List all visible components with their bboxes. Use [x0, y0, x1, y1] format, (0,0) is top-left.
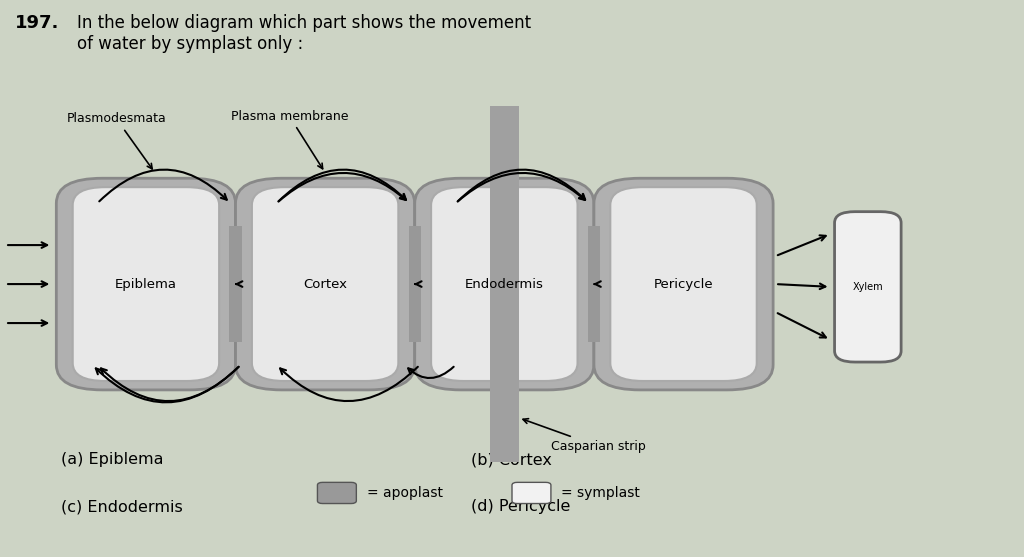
- Bar: [233, 226, 238, 342]
- FancyBboxPatch shape: [73, 187, 219, 381]
- Text: = apoplast: = apoplast: [367, 486, 442, 500]
- Bar: [592, 226, 596, 342]
- Bar: [588, 226, 592, 342]
- Text: Plasmodesmata: Plasmodesmata: [67, 113, 166, 169]
- Text: = symplast: = symplast: [561, 486, 640, 500]
- FancyBboxPatch shape: [236, 178, 415, 390]
- Bar: [490, 106, 519, 462]
- FancyBboxPatch shape: [252, 187, 398, 381]
- Text: Epiblema: Epiblema: [115, 277, 177, 291]
- Bar: [238, 226, 242, 342]
- Text: Endodermis: Endodermis: [465, 277, 544, 291]
- FancyBboxPatch shape: [56, 178, 236, 390]
- Text: (d) Pericycle: (d) Pericycle: [471, 500, 570, 514]
- FancyBboxPatch shape: [610, 187, 757, 381]
- Bar: [596, 226, 600, 342]
- FancyBboxPatch shape: [512, 482, 551, 504]
- Bar: [417, 226, 421, 342]
- Bar: [586, 226, 602, 342]
- Text: Xylem: Xylem: [853, 282, 883, 292]
- Bar: [413, 226, 417, 342]
- Text: Plasma membrane: Plasma membrane: [230, 110, 348, 169]
- FancyBboxPatch shape: [415, 178, 594, 390]
- Text: Casparian strip: Casparian strip: [523, 419, 646, 453]
- Text: Cortex: Cortex: [303, 277, 347, 291]
- Text: 197.: 197.: [15, 14, 59, 32]
- FancyBboxPatch shape: [594, 178, 773, 390]
- Bar: [409, 226, 413, 342]
- Bar: [227, 226, 244, 342]
- Text: (a) Epiblema: (a) Epiblema: [61, 452, 164, 467]
- Text: (c) Endodermis: (c) Endodermis: [61, 500, 183, 514]
- FancyBboxPatch shape: [317, 482, 356, 504]
- Bar: [229, 226, 233, 342]
- Text: Pericycle: Pericycle: [653, 277, 714, 291]
- Text: (b) Cortex: (b) Cortex: [471, 452, 552, 467]
- FancyBboxPatch shape: [431, 187, 578, 381]
- Text: In the below diagram which part shows the movement
of water by symplast only :: In the below diagram which part shows th…: [77, 14, 530, 53]
- FancyBboxPatch shape: [835, 212, 901, 362]
- Bar: [407, 226, 423, 342]
